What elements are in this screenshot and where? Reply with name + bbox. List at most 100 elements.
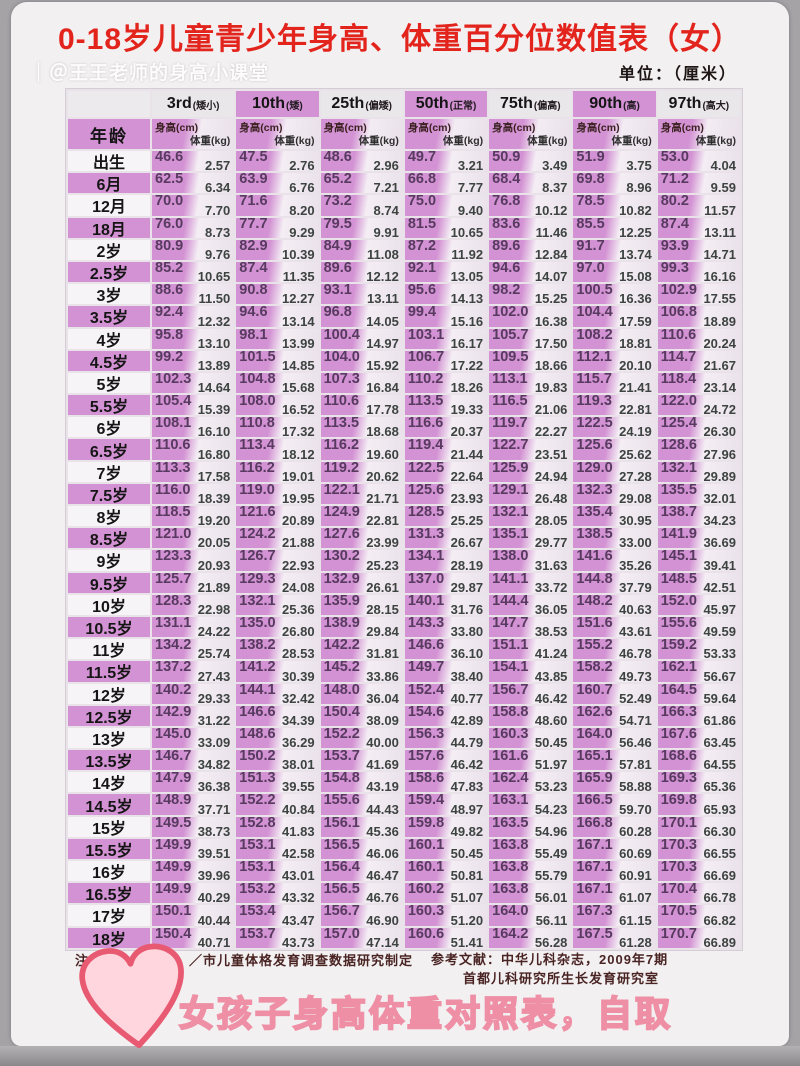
weight-value: 15.68	[282, 380, 315, 396]
weight-value: 15.25	[534, 291, 568, 307]
height-value: 83.6	[492, 215, 521, 232]
weight-value: 11.35	[282, 269, 315, 285]
weight-value: 41.24	[534, 646, 568, 662]
weight-value: 14.97	[366, 335, 399, 351]
height-value: 77.7	[239, 215, 268, 232]
height-value: 89.6	[492, 237, 521, 254]
weight-value: 18.89	[703, 313, 736, 329]
data-cell: 158.2 49.73	[573, 659, 656, 684]
weight-value: 14.13	[450, 291, 484, 307]
weight-value: 54.23	[534, 801, 568, 817]
height-value: 159.2	[660, 637, 697, 654]
data-cell: 163.8 56.01	[489, 881, 572, 905]
age-cell: 2岁	[68, 239, 150, 261]
height-value: 122.0	[660, 393, 697, 410]
weight-value: 43.32	[282, 890, 315, 906]
height-value: 110.6	[155, 437, 191, 454]
weight-value: 34.82	[197, 757, 231, 773]
data-cell: 100.5 16.36	[573, 282, 656, 306]
weight-value: 12.84	[534, 246, 568, 262]
weight-value: 65.36	[703, 779, 736, 795]
weight-value: 33.00	[619, 535, 652, 551]
weight-value: 16.16	[703, 269, 736, 285]
weight-value: 7.70	[204, 202, 231, 218]
weight-value: 55.49	[534, 846, 568, 861]
data-cell: 132.3 29.08	[573, 482, 656, 506]
weight-value: 15.39	[197, 402, 231, 418]
height-value: 93.1	[323, 282, 352, 299]
data-cell: 153.7 43.73	[236, 926, 319, 950]
weight-value: 43.01	[282, 868, 315, 884]
height-value: 151.1	[492, 637, 529, 654]
weight-value: 39.96	[197, 868, 231, 884]
data-cell: 135.1 29.77	[489, 526, 572, 550]
data-cell: 82.9 10.39	[236, 238, 319, 262]
age-cell: 6.5岁	[68, 439, 150, 461]
data-cell: 113.3 17.58	[152, 460, 235, 484]
weight-value: 57.81	[619, 757, 652, 773]
height-value: 166.8	[576, 814, 613, 831]
weight-value: 9.29	[289, 224, 315, 240]
weight-value: 29.08	[619, 491, 652, 506]
height-value: 146.6	[239, 703, 276, 720]
height-value: 158.2	[576, 659, 613, 676]
height-value: 46.6	[155, 149, 184, 165]
table-corner-cell	[68, 91, 150, 117]
height-value: 138.5	[576, 526, 613, 543]
height-value: 146.7	[155, 748, 192, 765]
weight-value: 48.60	[534, 712, 568, 728]
weight-value: 26.80	[282, 624, 315, 640]
weight-value: 13.05	[450, 269, 484, 285]
weight-value: 61.15	[619, 912, 652, 928]
data-cell: 119.3 22.81	[573, 393, 656, 417]
data-cell: 144.4 36.05	[489, 593, 572, 617]
data-cell: 93.1 13.11	[320, 282, 403, 307]
height-value: 101.5	[239, 348, 276, 365]
data-cell: 166.3 61.86	[657, 704, 740, 728]
height-value: 145.1	[660, 548, 697, 565]
height-value: 150.4	[155, 925, 192, 942]
height-value: 49.7	[407, 149, 437, 165]
data-cell: 160.3 51.20	[404, 903, 488, 928]
weight-value: 64.55	[703, 757, 736, 773]
weight-value: 21.44	[450, 446, 484, 462]
weight-value: 17.58	[197, 468, 231, 484]
height-value: 95.8	[155, 326, 184, 343]
weight-value: 26.67	[450, 535, 484, 551]
height-value: 149.7	[407, 659, 445, 676]
weight-value: 49.82	[450, 823, 484, 839]
weight-value: 13.11	[367, 291, 399, 307]
height-label: 身高(cm)	[492, 122, 536, 134]
data-cell: 158.8 48.60	[489, 704, 572, 728]
note-text: ／市儿童体格发育调查数据研究制定	[189, 953, 414, 968]
weight-value: 18.12	[282, 446, 315, 462]
data-cell: 146.7 34.82	[152, 748, 235, 773]
height-value: 113.4	[239, 437, 275, 454]
reference-block: 参考文献：中华儿科杂志，2009年7期 首都儿科研究所生长发育研究室	[431, 950, 668, 988]
weight-value: 20.93	[197, 557, 231, 573]
weight-value: 29.33	[197, 690, 231, 706]
data-cell: 140.1 31.76	[404, 593, 488, 617]
weight-value: 41.83	[282, 823, 315, 839]
data-cell: 147.9 36.38	[152, 770, 235, 794]
data-cell: 159.2 53.33	[657, 637, 740, 661]
height-value: 109.5	[492, 348, 529, 365]
height-value: 149.9	[155, 859, 192, 875]
data-cell: 168.6 64.55	[657, 748, 740, 773]
data-cell: 152.2 40.00	[320, 726, 403, 750]
data-cell: 151.6 43.61	[573, 615, 656, 639]
weight-value: 9.59	[710, 180, 736, 196]
data-cell: 163.8 55.79	[489, 859, 572, 884]
weight-value: 15.92	[366, 357, 399, 373]
data-cell: 156.7 46.90	[320, 903, 403, 928]
data-cell: 125.4 26.30	[657, 415, 740, 439]
data-cell: 69.8 8.96	[573, 171, 656, 195]
weight-value: 55.79	[534, 868, 568, 884]
weight-value: 46.42	[450, 757, 484, 773]
height-value: 98.2	[492, 282, 521, 299]
data-cell: 103.1 16.17	[404, 327, 488, 351]
weight-value: 40.77	[450, 690, 484, 706]
weight-value: 18.66	[534, 357, 568, 373]
weight-value: 66.78	[703, 890, 736, 906]
height-value: 149.9	[155, 881, 192, 898]
